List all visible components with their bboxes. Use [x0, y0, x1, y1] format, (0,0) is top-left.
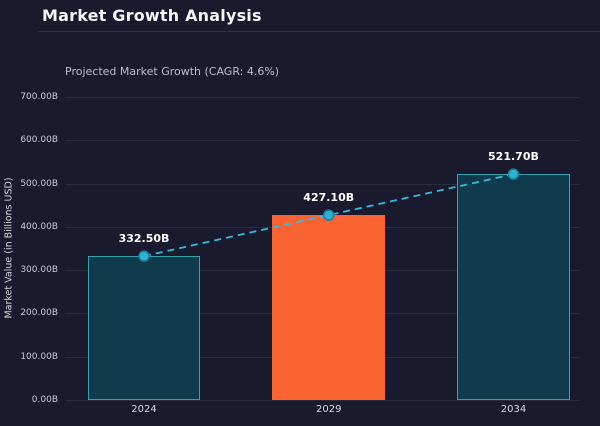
bar-value-label: 332.50B	[118, 232, 170, 246]
bar-2029	[272, 215, 386, 400]
bar-value-label: 521.70B	[488, 150, 539, 164]
y-axis: 0.00B 100.00B 200.00B 300.00B 400.00B 500.00B…	[0, 92, 58, 405]
gridline	[65, 97, 580, 98]
x-tick-label: 2029	[315, 404, 342, 415]
y-tick-label: 200.00B	[20, 308, 58, 319]
bar-value-label: 427.10B	[303, 191, 355, 205]
y-tick-label: 100.00B	[20, 351, 58, 362]
y-tick-label: 500.00B	[20, 178, 58, 189]
header-divider	[38, 31, 600, 32]
y-tick-label: 700.00B	[20, 92, 58, 102]
gridline	[65, 400, 580, 401]
x-tick-label: 2024	[131, 404, 157, 415]
page-title: Market Growth Analysis	[42, 6, 262, 25]
y-tick-label: 600.00B	[20, 135, 58, 146]
y-tick-label: 400.00B	[20, 221, 58, 232]
x-tick-label: 2034	[500, 404, 527, 415]
bar-2034	[456, 174, 570, 400]
gridline	[65, 140, 580, 142]
y-tick-label: 0.00B	[31, 395, 58, 405]
bar-2024	[87, 256, 201, 400]
y-tick-label: 300.00B	[20, 265, 58, 276]
chart-subtitle: Projected Market Growth (CAGR: 4.6%)	[65, 65, 280, 78]
plot-area: 332.50B 427.10B 521.70B	[65, 97, 580, 401]
x-axis: 2024 2029 2034	[65, 404, 580, 420]
